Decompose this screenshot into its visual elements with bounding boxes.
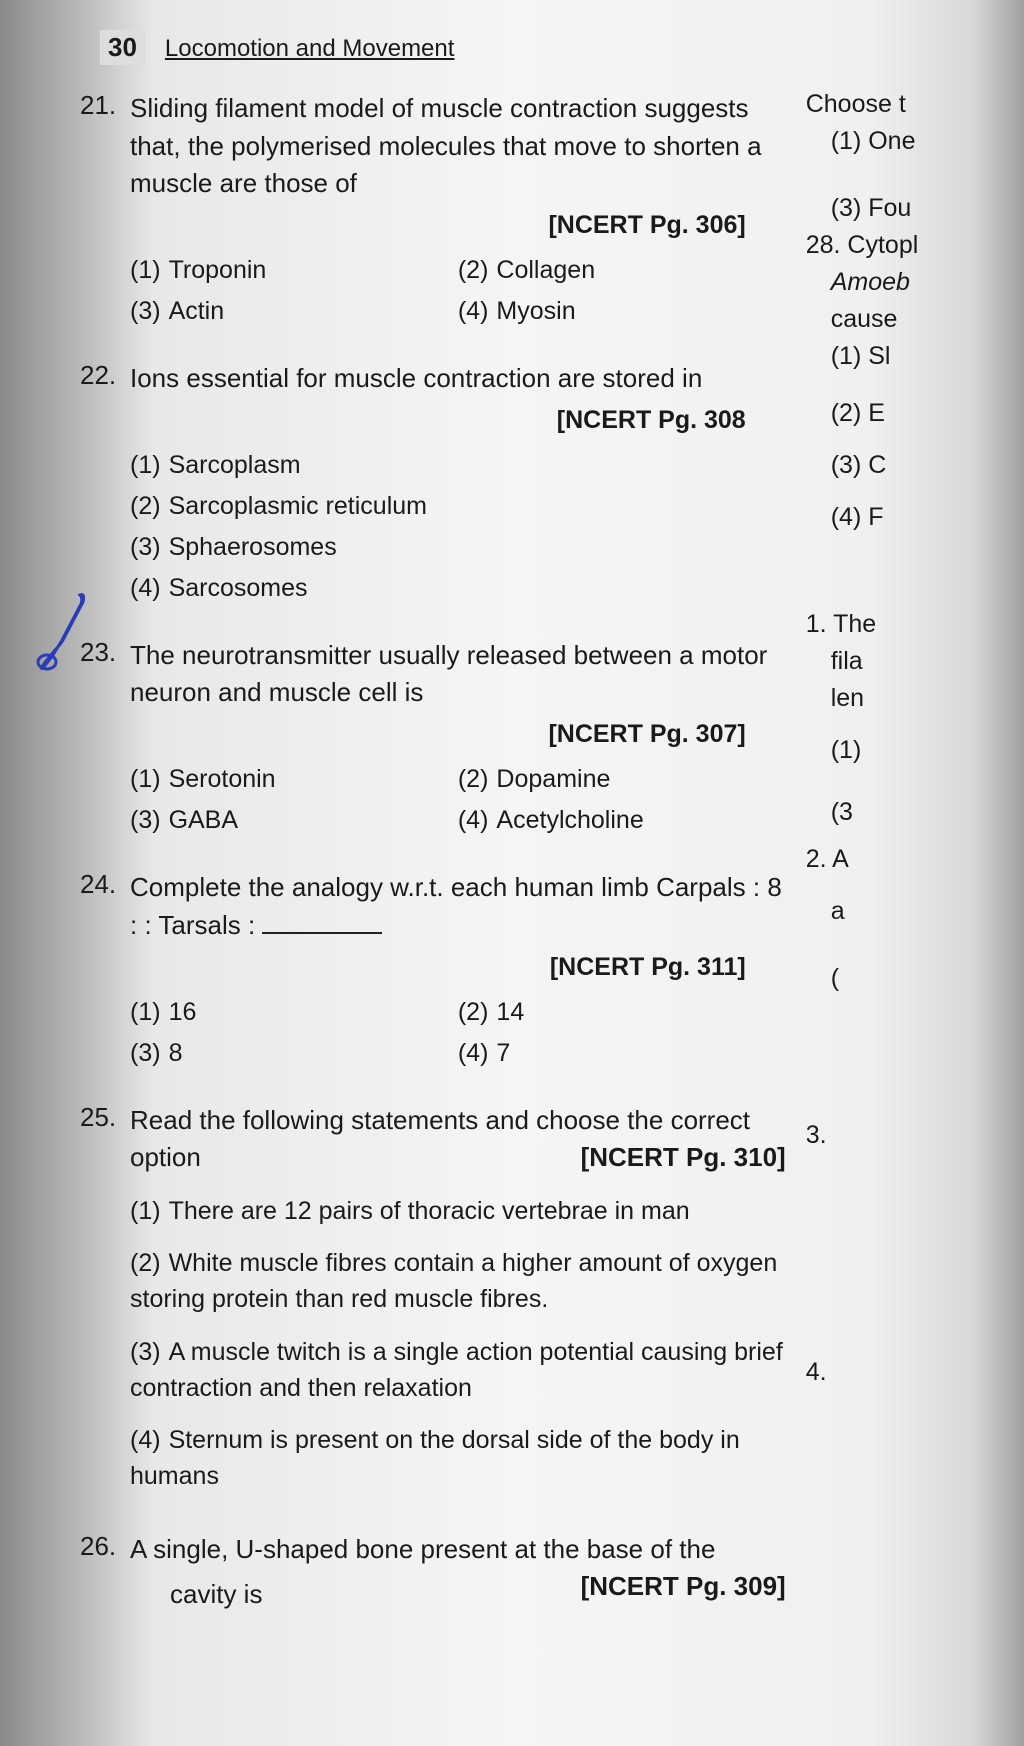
- ncert-reference: [NCERT Pg. 311]: [130, 953, 786, 982]
- options-list: (1)Troponin (2)Collagen (3)Actin (4)Myos…: [130, 250, 786, 332]
- side-text: fila: [806, 647, 1004, 676]
- option-4: (4)7: [458, 1033, 786, 1074]
- page-header: 30 Locomotion and Movement: [80, 30, 1004, 65]
- option-4: (4)Sternum is present on the dorsal side…: [130, 1414, 786, 1503]
- question-text: The neurotransmitter usually released be…: [130, 637, 786, 712]
- option-1: (1)16: [130, 992, 458, 1033]
- question-text: Complete the analogy w.r.t. each human l…: [130, 869, 786, 944]
- option-3: (3)Sphaerosomes: [130, 527, 786, 568]
- option-1: (1)Sarcoplasm: [130, 445, 786, 486]
- option-3: (3)Actin: [130, 291, 458, 332]
- option-3: (3)8: [130, 1033, 458, 1074]
- page-number: 30: [100, 30, 145, 65]
- side-text: 2. A: [806, 845, 1004, 874]
- question-text: A single, U-shaped bone present at the b…: [130, 1531, 786, 1569]
- option-4: (4)Sarcosomes: [130, 568, 786, 609]
- side-text: (4) F: [806, 503, 1004, 532]
- question-25: 25. Read the following statements and ch…: [80, 1102, 786, 1503]
- options-list: (1)Sarcoplasm (2)Sarcoplasmic reticulum …: [130, 445, 786, 609]
- option-2: (2)Sarcoplasmic reticulum: [130, 486, 786, 527]
- side-text: 3.: [806, 1121, 1004, 1150]
- question-text: Ions essential for muscle contraction ar…: [130, 360, 786, 398]
- question-text: Read the following statements and choose…: [130, 1102, 786, 1177]
- option-1: (1)Serotonin: [130, 759, 458, 800]
- side-text: (1): [806, 736, 1004, 765]
- side-text: 4.: [806, 1358, 1004, 1387]
- side-text: (2) E: [806, 399, 1004, 428]
- option-2: (2)White muscle fibres contain a higher …: [130, 1237, 786, 1326]
- question-22: 22. Ions essential for muscle contractio…: [80, 360, 786, 609]
- ncert-reference: [NCERT Pg. 309]: [581, 1568, 786, 1606]
- main-column: 21. Sliding filament model of muscle con…: [80, 90, 801, 1642]
- question-number: 21.: [80, 90, 116, 121]
- question-23: 23. The neurotransmitter usually release…: [80, 637, 786, 841]
- side-text: Choose t: [806, 90, 1004, 119]
- side-text: (3) C: [806, 451, 1004, 480]
- side-text: (: [806, 964, 1004, 993]
- side-text: (3: [806, 798, 1004, 827]
- question-number: 24.: [80, 869, 116, 900]
- option-4: (4)Acetylcholine: [458, 800, 786, 841]
- ncert-reference: [NCERT Pg. 310]: [581, 1139, 786, 1177]
- option-2: (2)14: [458, 992, 786, 1033]
- question-number: 25.: [80, 1102, 116, 1133]
- side-column: Choose t (1) One (3) Fou 28. Cytopl Amoe…: [801, 90, 1004, 1642]
- question-24: 24. Complete the analogy w.r.t. each hum…: [80, 869, 786, 1073]
- question-number: 26.: [80, 1531, 116, 1562]
- option-3: (3)GABA: [130, 800, 458, 841]
- chapter-title: Locomotion and Movement: [165, 35, 455, 63]
- option-2: (2)Dopamine: [458, 759, 786, 800]
- ncert-reference: [NCERT Pg. 307]: [130, 720, 786, 749]
- side-text: 1. The: [806, 610, 1004, 639]
- question-text: Sliding filament model of muscle contrac…: [130, 90, 786, 203]
- option-3: (3)A muscle twitch is a single action po…: [130, 1326, 786, 1415]
- blank-line: [262, 932, 382, 934]
- side-text: cause: [806, 305, 1004, 334]
- ncert-reference: [NCERT Pg. 306]: [130, 211, 786, 240]
- question-21: 21. Sliding filament model of muscle con…: [80, 90, 786, 332]
- options-list: (1)16 (2)14 (3)8 (4)7: [130, 992, 786, 1074]
- side-text: len: [806, 684, 1004, 713]
- side-text: Amoeb: [806, 268, 1004, 297]
- option-1: (1)Troponin: [130, 250, 458, 291]
- side-text: (1) Sl: [806, 342, 1004, 371]
- option-4: (4)Myosin: [458, 291, 786, 332]
- side-text: a: [806, 897, 1004, 926]
- question-number: 22.: [80, 360, 116, 391]
- side-text: (3) Fou: [806, 194, 1004, 223]
- options-list: (1)Serotonin (2)Dopamine (3)GABA (4)Acet…: [130, 759, 786, 841]
- side-text: (1) One: [806, 127, 1004, 156]
- question-number: 23.: [80, 637, 116, 668]
- option-1: (1)There are 12 pairs of thoracic verteb…: [130, 1185, 786, 1237]
- option-2: (2)Collagen: [458, 250, 786, 291]
- options-list: (1)There are 12 pairs of thoracic verteb…: [130, 1185, 786, 1503]
- side-text: 28. Cytopl: [806, 231, 1004, 260]
- ncert-reference: [NCERT Pg. 308: [130, 406, 786, 435]
- question-26: 26. A single, U-shaped bone present at t…: [80, 1531, 786, 1614]
